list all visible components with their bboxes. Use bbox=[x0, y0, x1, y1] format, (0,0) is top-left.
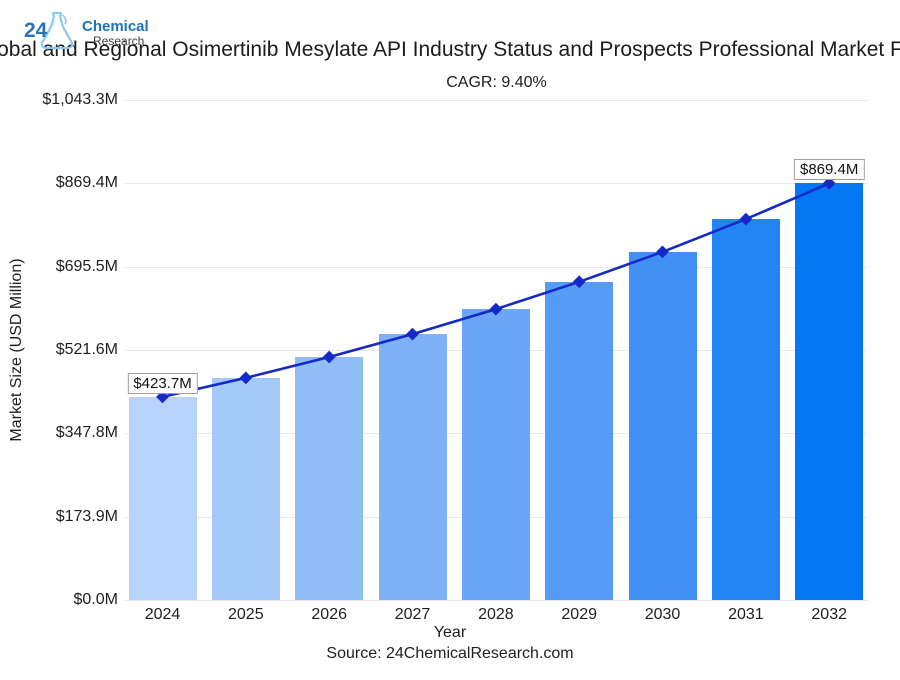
y-tick-label: $869.4M bbox=[55, 174, 118, 192]
data-label-2032: $869.4M bbox=[794, 159, 865, 181]
cagr-subtitle: CAGR: 9.40% bbox=[446, 74, 547, 91]
bar-2029 bbox=[545, 281, 614, 600]
logo: 24 Chemical Research bbox=[20, 6, 170, 50]
logo-chemical-text: Chemical bbox=[82, 18, 149, 35]
bar-2032 bbox=[795, 183, 864, 600]
logo-research-text: Research bbox=[93, 34, 145, 48]
y-tick-label: $347.8M bbox=[55, 424, 118, 442]
bar-2026 bbox=[295, 357, 364, 600]
gridline bbox=[125, 600, 868, 601]
y-tick-label: $521.6M bbox=[55, 341, 118, 358]
x-tick-label: 2028 bbox=[478, 606, 514, 623]
x-tick-label: 2030 bbox=[644, 606, 681, 623]
bar-2028 bbox=[461, 309, 530, 600]
source-text: Source: 24ChemicalResearch.com bbox=[326, 645, 574, 662]
gridline bbox=[125, 100, 868, 101]
bar-2025 bbox=[211, 377, 280, 600]
x-tick-label: 2024 bbox=[144, 606, 181, 623]
x-tick-label: 2025 bbox=[228, 606, 264, 623]
y-tick-label: $1,043.3M bbox=[42, 91, 118, 108]
bar-2024 bbox=[128, 396, 197, 600]
chart-title-text: obal and Regional Osimertinib Mesylate A… bbox=[0, 38, 900, 61]
flask-icon bbox=[40, 11, 74, 50]
logo-24-text: 24 bbox=[24, 19, 48, 42]
bar-2030 bbox=[628, 251, 697, 600]
bar-2031 bbox=[711, 219, 780, 600]
bar-2027 bbox=[378, 334, 447, 600]
chart-title: obal and Regional Osimertinib Mesylate A… bbox=[0, 33, 900, 67]
x-tick-label: 2031 bbox=[728, 606, 764, 623]
x-tick-label: 2032 bbox=[811, 606, 847, 623]
x-tick-label: 2026 bbox=[311, 606, 347, 623]
y-tick-label: $173.9M bbox=[55, 507, 118, 525]
x-tick-label: 2027 bbox=[394, 606, 431, 623]
x-axis-label: Year bbox=[433, 624, 467, 641]
data-label-2024: $423.7M bbox=[127, 372, 198, 394]
y-tick-label: $0.0M bbox=[73, 591, 118, 608]
gridline bbox=[125, 183, 868, 185]
x-tick-label: 2029 bbox=[561, 606, 597, 623]
y-tick-label: $695.5M bbox=[55, 257, 118, 275]
